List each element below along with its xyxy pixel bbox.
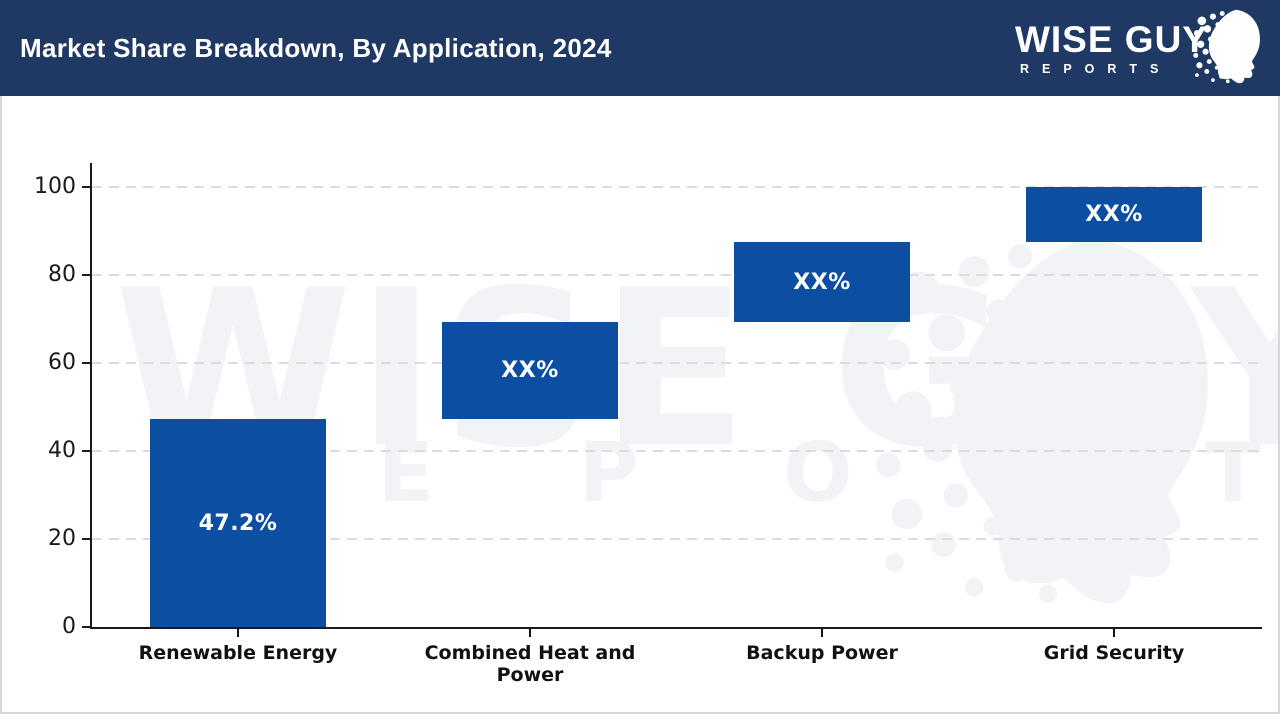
y-tick-label-40: 40 [48,438,76,463]
bar-value-label: XX% [793,269,851,295]
plot-area: 0 20 40 60 80 100 47.2% Renewable Energy XX% Comb… [34,174,1260,686]
x-tick-mark [1113,629,1115,637]
gridline-40 [92,450,1260,452]
y-tick-label-80: 80 [48,262,76,287]
x-category-label: Combined Heat and Power [424,642,636,686]
bar-segment: XX% [1026,187,1202,242]
x-category-label: Grid Security [1043,642,1185,664]
y-tick-label-100: 100 [34,174,76,199]
logo-text: WISE GUY REPORTS [1015,21,1208,76]
x-tick-mark [529,629,531,637]
y-tick-mark-100 [82,186,90,188]
logo-subtitle: REPORTS [1019,61,1172,76]
wise-guy-reports-logo: WISE GUY REPORTS [1015,6,1266,90]
bar-value-label: XX% [501,358,559,384]
y-tick-label-60: 60 [48,350,76,375]
header-bar: Market Share Breakdown, By Application, … [0,0,1280,96]
x-category-label: Backup Power [746,642,898,664]
logo-wordmark: WISE GUY [1014,18,1208,60]
bar-segment: XX% [442,322,618,420]
x-category-label: Renewable Energy [138,642,338,664]
y-tick-mark-0 [82,626,90,628]
bar-value-label: 47.2% [198,510,278,536]
bar-segment: 47.2% [150,419,326,627]
y-tick-mark-20 [82,538,90,540]
y-axis-line [90,163,92,629]
y-tick-mark-60 [82,362,90,364]
chart-area: WISE GUY R E P O R T S 02040608010047.2%… [0,96,1280,714]
x-tick-mark [237,629,239,637]
bar-value-label: XX% [1085,202,1143,227]
gridline-80 [92,274,1260,276]
page-title: Market Share Breakdown, By Application, … [20,32,612,63]
x-tick-mark [821,629,823,637]
dotted-head-icon [1193,9,1260,84]
gridline-60 [92,362,1260,364]
y-tick-label-0: 0 [62,614,76,639]
y-tick-label-20: 20 [48,526,76,551]
y-tick-mark-40 [82,450,90,452]
bar-segment: XX% [734,242,910,323]
y-tick-mark-80 [82,274,90,276]
x-axis-line [90,627,1262,629]
gridline-20 [92,538,1260,540]
gridline-100 [92,186,1260,188]
